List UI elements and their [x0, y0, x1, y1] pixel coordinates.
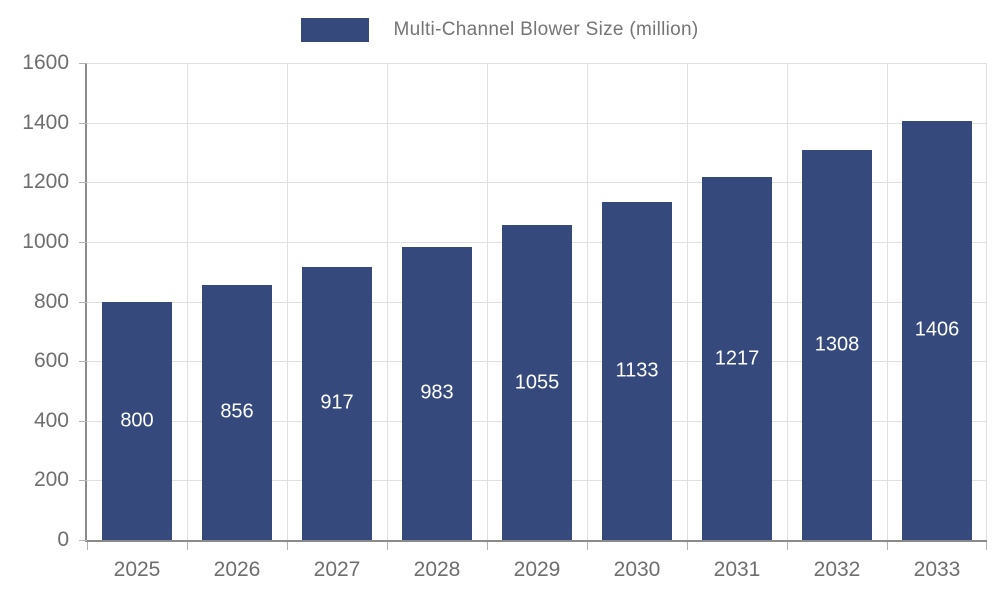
x-axis-label: 2031	[713, 558, 761, 581]
x-axis-tick	[387, 542, 388, 550]
y-axis-label: 1000	[22, 229, 69, 253]
v-gridline	[487, 63, 488, 540]
y-axis-label: 600	[33, 349, 69, 373]
y-axis-label: 1600	[22, 51, 69, 74]
y-axis-tick	[79, 301, 87, 303]
bar-value-label: 1133	[615, 359, 659, 382]
x-axis-tick	[986, 542, 987, 550]
x-axis-label: 2030	[613, 558, 661, 581]
x-axis-label: 2028	[413, 558, 461, 581]
x-axis-tick	[487, 542, 488, 550]
bar-value-label: 800	[120, 409, 154, 432]
v-gridline	[787, 63, 788, 540]
h-gridline	[87, 122, 987, 124]
y-axis-label: 1400	[22, 110, 69, 134]
bar-2025: 800	[102, 301, 172, 540]
h-gridline	[87, 182, 987, 184]
v-gridline	[986, 63, 987, 540]
y-axis-tick	[79, 63, 87, 64]
legend-swatch	[301, 18, 370, 42]
bar-2026: 856	[202, 284, 272, 540]
x-axis-label: 2025	[113, 558, 161, 581]
v-gridline	[287, 63, 288, 540]
x-axis-tick	[287, 542, 288, 550]
x-axis-tick	[587, 542, 588, 550]
y-axis-tick	[79, 122, 87, 124]
bar-2028: 983	[402, 246, 472, 540]
y-axis-tick	[79, 480, 87, 482]
bar-value-label: 1308	[814, 333, 860, 356]
x-axis-tick	[787, 542, 788, 550]
y-axis-tick	[79, 540, 87, 541]
chart-title: Multi-Channel Blower Size (million)	[393, 19, 699, 40]
chart-legend: Multi-Channel Blower Size (million)	[0, 18, 1000, 42]
y-axis-tick	[79, 182, 87, 184]
bar-value-label: 1406	[914, 318, 960, 341]
y-axis-tick	[79, 241, 87, 243]
x-axis-label: 2029	[513, 558, 561, 581]
v-gridline	[587, 63, 588, 540]
x-axis-label: 2026	[213, 558, 261, 581]
bar-value-label: 1055	[514, 371, 560, 394]
y-axis-tick	[79, 361, 87, 363]
x-axis-tick	[887, 542, 888, 550]
y-axis-label: 200	[33, 468, 69, 492]
y-axis-label: 400	[33, 408, 69, 432]
x-axis-label: 2033	[913, 558, 961, 581]
v-gridline	[187, 63, 188, 540]
h-gridline	[87, 63, 987, 64]
x-axis-tick	[87, 542, 88, 550]
y-axis-label: 1200	[22, 170, 69, 194]
x-axis-tick	[187, 542, 188, 550]
y-axis-label: 0	[57, 528, 69, 551]
plot-area: 0 200 400 600 800 1000 1200 1400 1600 800 2025 856 2…	[22, 51, 987, 581]
x-axis-label: 2027	[313, 558, 361, 581]
y-axis-tick	[79, 420, 87, 422]
x-axis-label: 2032	[813, 558, 861, 581]
v-gridline	[887, 63, 888, 540]
v-gridline	[687, 63, 688, 540]
bar-2031: 1217	[702, 177, 772, 540]
bar-2029: 1055	[502, 225, 572, 540]
bar-2027: 917	[302, 266, 372, 540]
v-gridline	[387, 63, 388, 540]
x-axis-tick	[687, 542, 688, 550]
bar-2032: 1308	[802, 150, 872, 540]
bar-2030: 1133	[602, 202, 672, 540]
bar-2033: 1406	[902, 120, 972, 540]
y-axis-label: 800	[33, 289, 69, 313]
bar-value-label: 917	[320, 391, 354, 414]
bar-value-label: 983	[420, 381, 454, 404]
bar-value-label: 1217	[714, 347, 760, 370]
bar-value-label: 856	[220, 400, 254, 423]
